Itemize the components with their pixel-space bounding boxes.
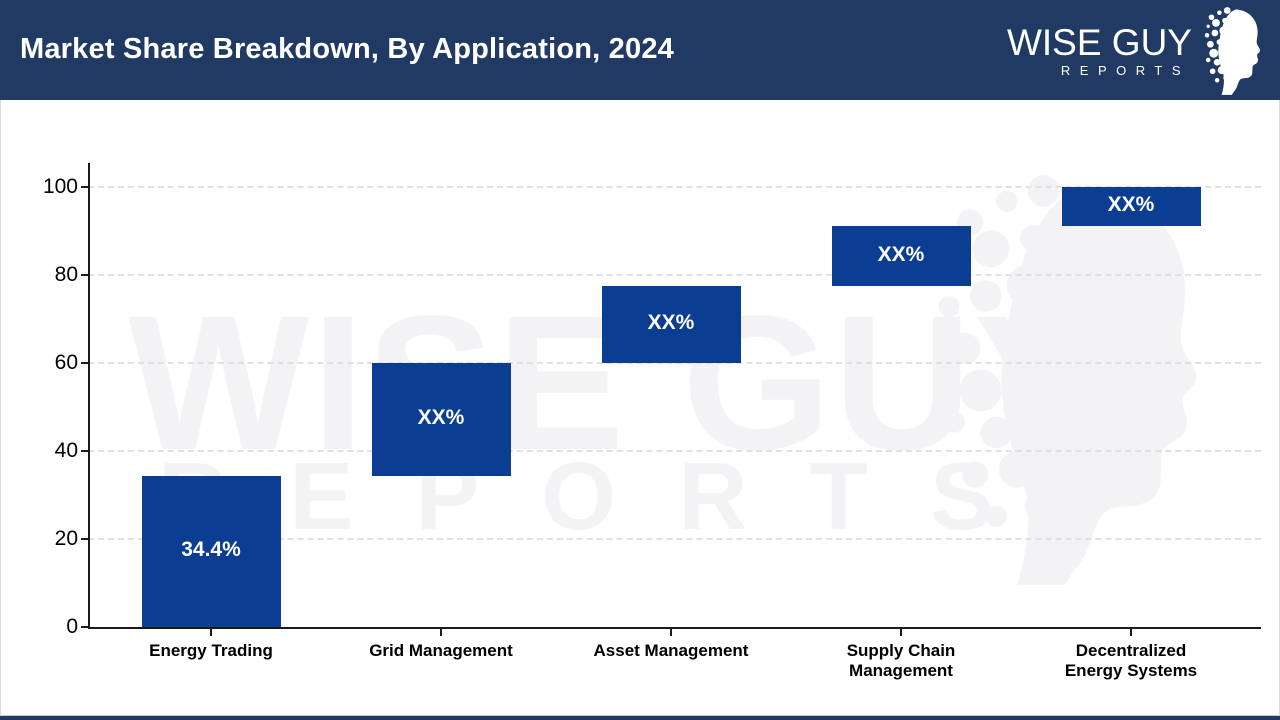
y-axis-tick [81, 626, 88, 628]
y-gridline [88, 538, 1261, 540]
y-axis-tick-label: 0 [66, 615, 78, 638]
bar-value-label: 34.4% [181, 538, 241, 562]
waterfall-bar-segment [371, 362, 511, 476]
dotted-head-profile-icon [1204, 7, 1260, 95]
y-axis-tick [81, 538, 88, 540]
x-axis-tick [900, 629, 902, 636]
y-axis-tick-label: 60 [54, 351, 78, 374]
y-axis-tick-label: 80 [54, 263, 78, 286]
bar-value-label: XX% [647, 311, 695, 335]
bar-value-label: XX% [877, 242, 925, 266]
x-axis-tick [670, 629, 672, 636]
bar-value-label: XX% [1107, 193, 1155, 217]
watermark-dotted-head-profile-icon [938, 175, 1197, 585]
page-title: Market Share Breakdown, By Application, … [20, 33, 674, 65]
y-gridline [88, 450, 1261, 452]
waterfall-bar-segment [141, 475, 281, 627]
y-axis-tick [81, 274, 88, 276]
y-axis-tick-label: 100 [42, 175, 78, 198]
x-axis-tick [440, 629, 442, 636]
y-axis-tick-label: 40 [54, 439, 78, 462]
waterfall-bar-segment [831, 225, 971, 286]
y-axis-line [88, 163, 90, 629]
x-axis-category-label: Energy Trading [149, 641, 273, 660]
x-axis-tick [210, 629, 212, 636]
y-gridline [88, 274, 1261, 276]
bar-value-label: XX% [417, 406, 465, 430]
y-axis-tick [81, 186, 88, 188]
x-axis-category-label: Decentralized Energy Systems [1064, 641, 1198, 680]
y-axis-tick-label: 20 [54, 527, 78, 550]
watermark-text-line2: REPORTS [158, 443, 1057, 550]
brand-logo-text: WISE GUY [1006, 22, 1192, 63]
header-bar: Market Share Breakdown, By Application, … [0, 0, 1280, 100]
brand-logo-subtext: REPORTS [1060, 63, 1190, 78]
x-axis-tick [1130, 629, 1132, 636]
x-axis-category-label: Grid Management [369, 641, 513, 660]
waterfall-bar-segment [601, 285, 741, 363]
waterfall-bar-segment [1061, 187, 1201, 226]
footer-accent-strip [0, 715, 1280, 720]
y-gridline [88, 362, 1261, 364]
y-gridline [88, 186, 1261, 188]
y-axis-tick [81, 450, 88, 452]
x-axis-line [88, 627, 1261, 629]
x-axis-category-label: Supply Chain Management [846, 641, 956, 680]
brand-logo: WISE GUY REPORTS [1006, 22, 1192, 79]
y-axis-tick [81, 362, 88, 364]
page-left-border [0, 100, 1, 720]
x-axis-category-label: Asset Management [593, 641, 749, 660]
